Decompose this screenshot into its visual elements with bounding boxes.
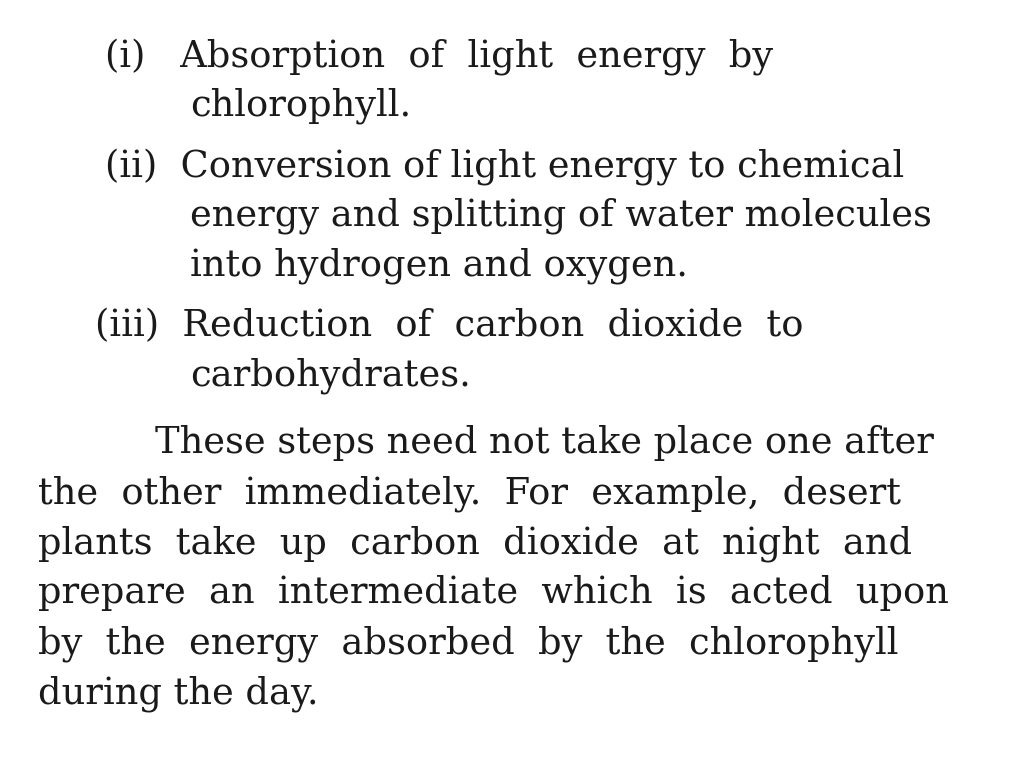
Text: during the day.: during the day. bbox=[38, 675, 318, 712]
Text: prepare  an  intermediate  which  is  acted  upon: prepare an intermediate which is acted u… bbox=[38, 575, 949, 611]
Text: chlorophyll.: chlorophyll. bbox=[190, 88, 412, 124]
Text: into hydrogen and oxygen.: into hydrogen and oxygen. bbox=[190, 248, 688, 285]
Text: carbohydrates.: carbohydrates. bbox=[190, 358, 471, 394]
Text: the  other  immediately.  For  example,  desert: the other immediately. For example, dese… bbox=[38, 475, 901, 512]
Text: plants  take  up  carbon  dioxide  at  night  and: plants take up carbon dioxide at night a… bbox=[38, 525, 912, 561]
Text: energy and splitting of water molecules: energy and splitting of water molecules bbox=[190, 198, 932, 235]
Text: (i)   Absorption  of  light  energy  by: (i) Absorption of light energy by bbox=[105, 38, 773, 75]
Text: by  the  energy  absorbed  by  the  chlorophyll: by the energy absorbed by the chlorophyl… bbox=[38, 625, 898, 662]
Text: These steps need not take place one after: These steps need not take place one afte… bbox=[155, 425, 934, 461]
Text: (iii)  Reduction  of  carbon  dioxide  to: (iii) Reduction of carbon dioxide to bbox=[95, 308, 804, 344]
Text: (ii)  Conversion of light energy to chemical: (ii) Conversion of light energy to chemi… bbox=[105, 148, 904, 185]
